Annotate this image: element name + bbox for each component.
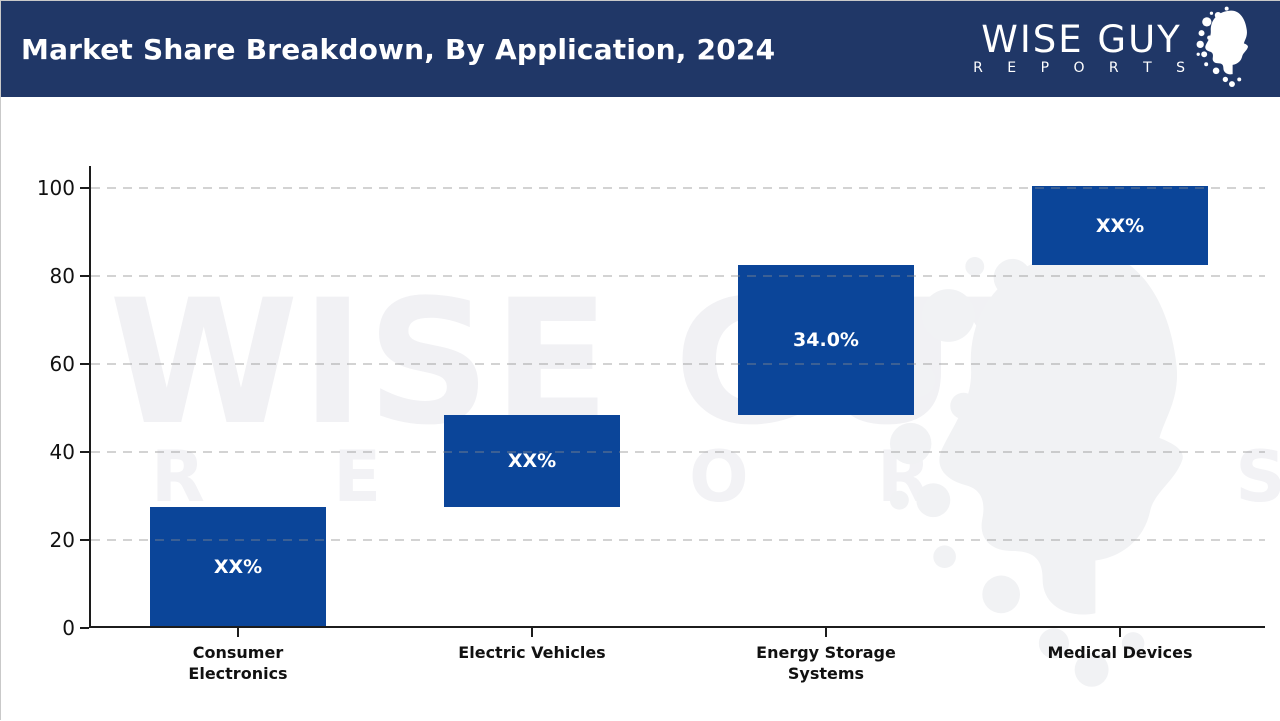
y-tick-label: 80 bbox=[49, 264, 75, 288]
y-tick-label: 20 bbox=[49, 528, 75, 552]
x-category-label: Medical Devices bbox=[1047, 643, 1193, 662]
x-tick-mark bbox=[825, 628, 827, 637]
gridline bbox=[91, 451, 1265, 453]
bar-consumer-electronics: XX% bbox=[149, 507, 327, 626]
y-tick-mark bbox=[80, 363, 89, 365]
x-tick-mark bbox=[1119, 628, 1121, 637]
watermark-head-icon bbox=[889, 228, 1183, 687]
y-tick-mark bbox=[80, 187, 89, 189]
bar-value-label: XX% bbox=[507, 450, 557, 472]
bar-medical-devices: XX% bbox=[1031, 186, 1209, 266]
logo-text: WISE GUY R E P O R T S bbox=[968, 21, 1195, 77]
dotted-head-icon bbox=[1196, 6, 1248, 88]
logo-brand-sub: R E P O R T S bbox=[973, 60, 1195, 76]
bar-electric-vehicles: XX% bbox=[443, 414, 621, 508]
x-category-label: Consumer Electronics bbox=[188, 643, 288, 683]
wise-guy-logo: WISE GUY R E P O R T S bbox=[968, 6, 1267, 92]
y-tick-label: 40 bbox=[49, 440, 75, 464]
bar-value-label: XX% bbox=[1095, 214, 1145, 237]
y-tick-mark bbox=[80, 627, 89, 629]
x-category-label: Energy Storage Systems bbox=[756, 643, 896, 683]
bar-energy-storage-systems: 34.0% bbox=[737, 265, 915, 415]
y-tick-mark bbox=[80, 275, 89, 277]
y-tick-label: 100 bbox=[36, 176, 75, 200]
gridline bbox=[91, 275, 1265, 277]
x-tick-mark bbox=[531, 628, 533, 637]
x-tick-mark bbox=[237, 628, 239, 637]
report-header: Market Share Breakdown, By Application, … bbox=[1, 1, 1280, 97]
logo-brand-name: WISE GUY bbox=[981, 18, 1182, 61]
x-category-label: Electric Vehicles bbox=[458, 643, 606, 662]
y-tick-mark bbox=[80, 451, 89, 453]
plot-area: 0 20 40 60 80 100 XX% XX% 34.0% XX% Consumer Electr… bbox=[37, 166, 1265, 683]
y-tick-mark bbox=[80, 539, 89, 541]
y-tick-label: 0 bbox=[62, 616, 75, 640]
bar-value-label: XX% bbox=[213, 555, 263, 578]
gridline bbox=[91, 539, 1265, 541]
gridline bbox=[91, 187, 1265, 189]
gridline bbox=[91, 363, 1265, 365]
report-title: Market Share Breakdown, By Application, … bbox=[21, 32, 776, 66]
chart-area: WISE GUY R E P O R T S 0 20 40 60 80 100 XX% XX… bbox=[1, 97, 1280, 721]
y-tick-label: 60 bbox=[49, 352, 75, 376]
bar-value-label: 34.0% bbox=[793, 329, 859, 352]
